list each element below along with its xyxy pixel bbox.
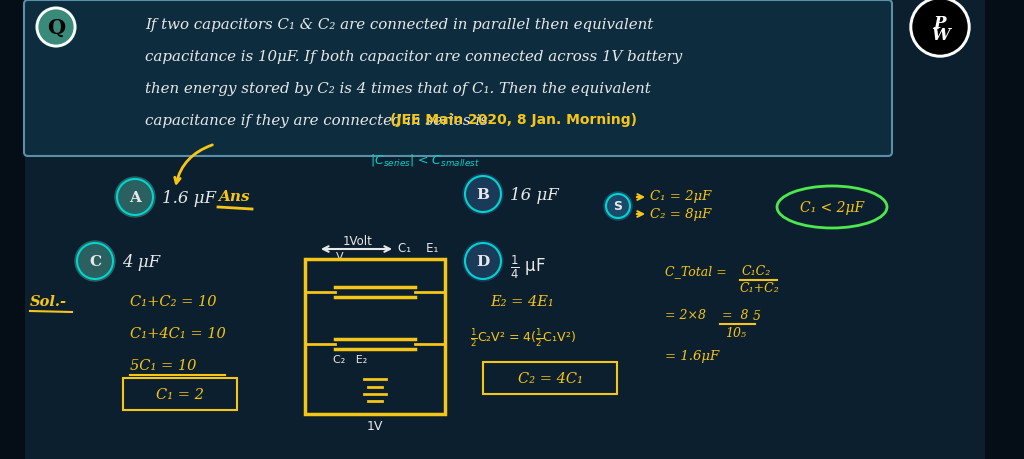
Text: C₁+C₂ = 10: C₁+C₂ = 10 [130,294,216,308]
Circle shape [115,178,155,218]
Text: 1.6 μF: 1.6 μF [162,190,216,207]
Text: C₁+C₂: C₁+C₂ [740,281,779,294]
Text: 1Volt: 1Volt [343,235,373,247]
Text: 16 μF: 16 μF [510,187,559,203]
Text: If two capacitors C₁ & C₂ are connected in parallel then equivalent: If two capacitors C₁ & C₂ are connected … [145,18,653,32]
Text: = 2×8: = 2×8 [665,308,706,321]
Text: C_Total =: C_Total = [665,264,727,277]
Text: (JEE Main 2020, 8 Jan. Morning): (JEE Main 2020, 8 Jan. Morning) [390,113,637,127]
Text: D: D [476,254,489,269]
Text: C₂   E₂: C₂ E₂ [333,354,368,364]
Text: $\frac{1}{4}$ μF: $\frac{1}{4}$ μF [510,253,546,281]
Circle shape [910,0,970,58]
Text: W: W [931,27,949,44]
FancyBboxPatch shape [24,1,892,157]
Text: capacitance is 10μF. If both capacitor are connected across 1V battery: capacitance is 10μF. If both capacitor a… [145,50,682,64]
Text: Sol.-: Sol.- [30,294,68,308]
Text: = 1.6μF: = 1.6μF [665,349,719,362]
Text: C₁ < 2μF: C₁ < 2μF [800,201,864,214]
Circle shape [75,241,115,281]
Text: 1V: 1V [367,419,383,432]
Text: C₁+4C₁ = 10: C₁+4C₁ = 10 [130,326,225,340]
Circle shape [913,1,967,55]
Text: then energy stored by C₂ is 4 times that of C₁. Then the equivalent: then energy stored by C₂ is 4 times that… [145,82,650,96]
FancyBboxPatch shape [985,0,1024,459]
Text: 10₅: 10₅ [725,326,746,339]
Text: 4 μF: 4 μF [122,253,160,270]
Text: C₁ = 2: C₁ = 2 [156,387,204,401]
Circle shape [463,174,503,214]
Text: A: A [129,190,141,205]
Text: Ans: Ans [218,190,250,203]
FancyBboxPatch shape [0,0,25,459]
Text: E₂ = 4E₁: E₂ = 4E₁ [490,294,554,308]
Text: P: P [934,15,946,31]
Circle shape [463,241,503,281]
Text: C: C [89,254,101,269]
Text: 5C₁ = 10: 5C₁ = 10 [130,358,197,372]
Circle shape [36,8,76,48]
Text: C₁    E₁: C₁ E₁ [398,241,438,254]
Text: 5: 5 [753,309,761,322]
Text: V: V [336,252,344,262]
Text: C₁ = 2μF: C₁ = 2μF [650,190,712,202]
Text: S: S [613,200,623,213]
Text: C₂ = 4C₁: C₂ = 4C₁ [517,371,583,385]
Text: B: B [476,188,489,202]
Circle shape [604,193,632,220]
Text: C₁C₂: C₁C₂ [742,264,771,277]
Text: =  8: = 8 [722,308,749,321]
Text: C₂ = 8μF: C₂ = 8μF [650,207,712,220]
Text: Q: Q [47,18,66,38]
Text: $\frac{1}{2}$C₂V² = 4($\frac{1}{2}$C₁V²): $\frac{1}{2}$C₂V² = 4($\frac{1}{2}$C₁V²) [470,326,575,348]
Text: capacitance if they are connected in series is-: capacitance if they are connected in ser… [145,114,493,128]
Text: |C$_{series}$| < C$_{smallest}$: |C$_{series}$| < C$_{smallest}$ [370,151,480,168]
